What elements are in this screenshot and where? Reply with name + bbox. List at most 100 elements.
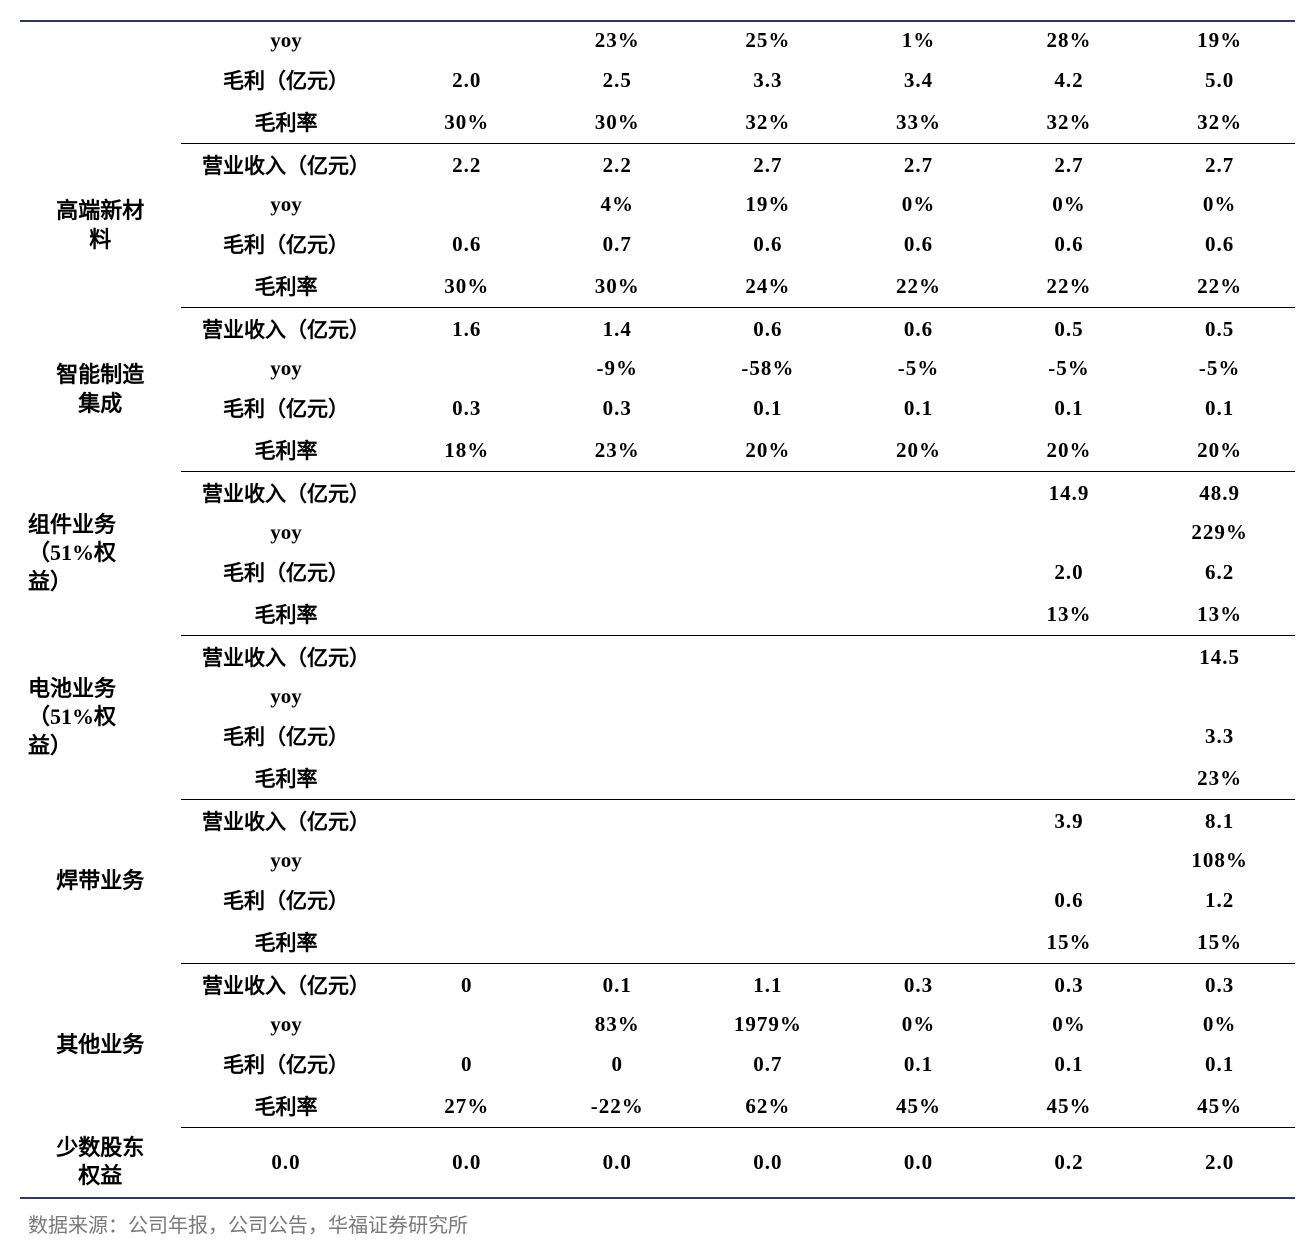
value-cell: 62% [693,1085,844,1128]
value-cell: 2.0 [1144,1128,1295,1198]
metric-label: 毛利（亿元） [181,59,392,101]
value-cell: 0.3 [542,387,693,429]
value-cell [693,921,844,964]
value-cell: 0.1 [1144,387,1295,429]
value-cell: 0.1 [843,1043,994,1085]
value-cell: -5% [843,350,994,387]
table-row: 毛利（亿元） 0.6 0.7 0.6 0.6 0.6 0.6 [20,223,1295,265]
value-cell: 83% [542,1006,693,1043]
value-cell: 19% [1144,21,1295,59]
value-cell [843,551,994,593]
table-row: 毛利率 13% 13% [20,593,1295,636]
value-cell: 23% [1144,757,1295,800]
table-row: 毛利（亿元） 0 0 0.7 0.1 0.1 0.1 [20,1043,1295,1085]
value-cell: 0.1 [994,1043,1145,1085]
value-cell: 27% [391,1085,542,1128]
value-cell [994,636,1145,679]
value-cell: 45% [843,1085,994,1128]
metric-label: 营业收入（亿元） [181,636,392,679]
value-cell [693,593,844,636]
value-cell: 2.5 [542,59,693,101]
metric-label: yoy [181,678,392,715]
value-cell: 24% [693,265,844,308]
value-cell [994,842,1145,879]
metric-label: 毛利（亿元） [181,879,392,921]
value-cell: 33% [843,101,994,144]
value-cell: 1.4 [542,308,693,351]
value-cell [391,636,542,679]
table-row: yoy 229% [20,514,1295,551]
value-cell [843,715,994,757]
value-cell: 0.1 [542,964,693,1007]
value-cell: 0% [994,186,1145,223]
value-cell [693,678,844,715]
table-row: yoy -9% -58% -5% -5% -5% [20,350,1295,387]
value-cell [391,800,542,843]
value-cell: 1.1 [693,964,844,1007]
value-cell [391,715,542,757]
value-cell: -5% [1144,350,1295,387]
value-cell: 23% [542,429,693,472]
table-row: 毛利（亿元） 0.6 1.2 [20,879,1295,921]
metric-label: 毛利（亿元） [181,387,392,429]
table-row: 毛利（亿元） 2.0 2.5 3.3 3.4 4.2 5.0 [20,59,1295,101]
value-cell: 22% [994,265,1145,308]
value-cell: 20% [1144,429,1295,472]
value-cell: 3.3 [1144,715,1295,757]
value-cell: 32% [994,101,1145,144]
value-cell: 1.2 [1144,879,1295,921]
value-cell [994,715,1145,757]
value-cell [542,800,693,843]
value-cell: 13% [1144,593,1295,636]
table-row: 电池业务（51%权益） 营业收入（亿元） 14.5 [20,636,1295,679]
value-cell [542,514,693,551]
metric-label: 毛利率 [181,429,392,472]
table-row: yoy 23% 25% 1% 28% 19% [20,21,1295,59]
value-cell: 0.1 [1144,1043,1295,1085]
value-cell: 3.4 [843,59,994,101]
value-cell: 30% [542,265,693,308]
value-cell: 1% [843,21,994,59]
value-cell: 20% [994,429,1145,472]
value-cell: 0.6 [1144,223,1295,265]
table-row: yoy 83% 1979% 0% 0% 0% [20,1006,1295,1043]
value-cell: 2.7 [693,144,844,187]
value-cell [542,842,693,879]
metric-label: yoy [181,514,392,551]
value-cell: 229% [1144,514,1295,551]
value-cell [693,879,844,921]
value-cell [542,879,693,921]
value-cell: 0.1 [843,387,994,429]
value-cell: 30% [542,101,693,144]
value-cell: -58% [693,350,844,387]
value-cell [542,757,693,800]
value-cell [843,757,994,800]
value-cell: 23% [542,21,693,59]
value-cell: 0% [843,1006,994,1043]
category-cell: 少数股东权益 [20,1128,181,1198]
value-cell [693,757,844,800]
value-cell: 0.1 [693,387,844,429]
value-cell: 18% [391,429,542,472]
value-cell [843,514,994,551]
value-cell: 1979% [693,1006,844,1043]
value-cell: 0.3 [843,964,994,1007]
table-row: 毛利（亿元） 0.3 0.3 0.1 0.1 0.1 0.1 [20,387,1295,429]
value-cell [843,879,994,921]
table-row: 毛利率 30% 30% 24% 22% 22% 22% [20,265,1295,308]
value-cell: 22% [843,265,994,308]
value-cell [542,551,693,593]
value-cell [391,551,542,593]
table-row: 少数股东权益 0.0 0.0 0.0 0.0 0.0 0.2 2.0 [20,1128,1295,1198]
table-row: 毛利率 30% 30% 32% 33% 32% 32% [20,101,1295,144]
table-row: 其他业务 营业收入（亿元） 0 0.1 1.1 0.3 0.3 0.3 [20,964,1295,1007]
value-cell: 5.0 [1144,59,1295,101]
metric-label: 毛利率 [181,265,392,308]
value-cell [542,715,693,757]
value-cell [843,636,994,679]
value-cell: 8.1 [1144,800,1295,843]
value-cell: 0.0 [693,1128,844,1198]
value-cell: 0.6 [391,223,542,265]
table-row: 高端新材料 营业收入（亿元） 2.2 2.2 2.7 2.7 2.7 2.7 [20,144,1295,187]
value-cell: 30% [391,101,542,144]
